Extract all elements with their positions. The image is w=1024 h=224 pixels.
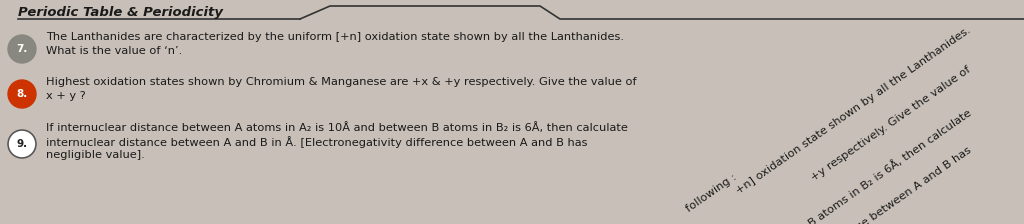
Text: following :: following : (684, 172, 738, 214)
Text: What is the value of ‘n’.: What is the value of ‘n’. (46, 46, 182, 56)
Circle shape (8, 35, 36, 63)
Text: 7.: 7. (16, 44, 28, 54)
Circle shape (8, 80, 36, 108)
Text: 9.: 9. (16, 139, 28, 149)
Text: If internuclear distance between A atoms in A₂ is 10Å and between B atoms in B₂ : If internuclear distance between A atoms… (46, 122, 628, 133)
Text: Highest oxidation states shown by Chromium & Manganese are +x & +y respectively.: Highest oxidation states shown by Chromi… (46, 77, 637, 87)
Text: negligible value].: negligible value]. (46, 150, 144, 160)
Text: difference between A and B has: difference between A and B has (818, 145, 973, 224)
Text: Periodic Table & Periodicity: Periodic Table & Periodicity (18, 6, 223, 19)
Text: The Lanthanides are characterized by the uniform [+n] oxidation state shown by a: The Lanthanides are characterized by the… (46, 32, 624, 42)
Text: internuclear distance between A and B in Å. [Electronegativity difference betwee: internuclear distance between A and B in… (46, 136, 588, 148)
Text: x + y ?: x + y ? (46, 91, 86, 101)
Text: +y respectively. Give the value of: +y respectively. Give the value of (810, 65, 973, 183)
Text: B atoms in B₂ is 6Å, then calculate: B atoms in B₂ is 6Å, then calculate (806, 108, 973, 224)
Circle shape (8, 130, 36, 158)
Text: +n] oxidation state shown by all the Lanthanides.: +n] oxidation state shown by all the Lan… (734, 25, 973, 196)
Text: 8.: 8. (16, 89, 28, 99)
